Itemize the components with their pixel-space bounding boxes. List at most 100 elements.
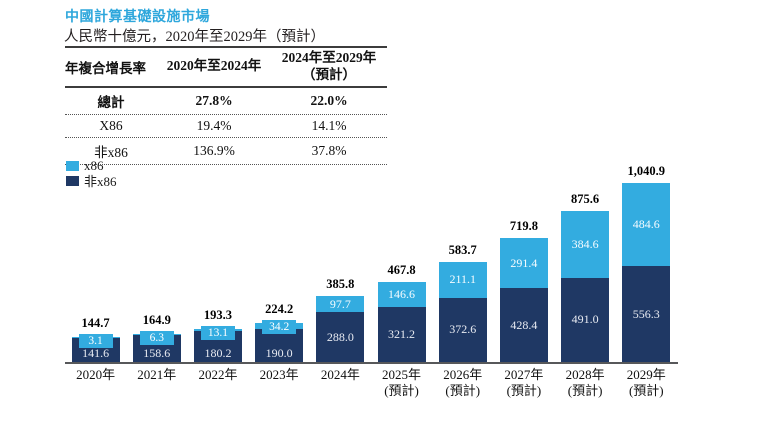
x-axis-forecast-tag: (預計) bbox=[506, 382, 542, 398]
table-row-x86: X86 19.4% 14.1% bbox=[65, 115, 387, 138]
x-axis-year: 2025年 bbox=[382, 367, 422, 382]
stacked-bar-2028年: 384.6 491.0 bbox=[561, 211, 610, 362]
stacked-bar-chart: 144.7 141.6 3.1 164.9 158.6 6.3 193.3 180.2 13.1… bbox=[65, 160, 677, 362]
non-x86-value-label: 491.0 bbox=[571, 312, 599, 327]
x-axis-label-2021年: 2021年 bbox=[126, 367, 187, 398]
x86-value-chip: 3.1 bbox=[78, 333, 113, 348]
chart-legend: x86 非x86 bbox=[66, 158, 117, 189]
bar-group-2026年: 583.7 211.1 372.6 bbox=[432, 243, 493, 362]
x86-value-chip: 6.3 bbox=[139, 330, 174, 345]
row-label: X86 bbox=[99, 117, 123, 133]
non-x86-value-label: 141.6 bbox=[82, 346, 110, 360]
x86-value-label: 146.6 bbox=[388, 286, 416, 301]
bar-group-2022年: 193.3 180.2 13.1 bbox=[187, 308, 248, 362]
stacked-bar-2027年: 291.4 428.4 bbox=[499, 238, 548, 362]
non-x86-value-label: 158.6 bbox=[143, 346, 171, 360]
x86-segment: 384.6 bbox=[561, 211, 610, 278]
non-x86-segment: 556.3 bbox=[622, 266, 671, 362]
legend-item-x86: x86 bbox=[66, 158, 117, 173]
row-label: 非x86 bbox=[94, 144, 128, 160]
cagr-table-header: 年複合增長率 2020年至2024年 2024年至2029年 （預計） bbox=[65, 48, 387, 88]
cagr-header-2020-2024: 2020年至2024年 bbox=[166, 58, 262, 74]
non-x86-color-swatch bbox=[66, 175, 79, 186]
x-axis-year: 2028年 bbox=[565, 367, 605, 382]
x86-color-swatch bbox=[66, 160, 79, 171]
x-axis-forecast-tag: (預計) bbox=[628, 382, 664, 398]
x86-segment: 484.6 bbox=[622, 182, 671, 267]
row-cagr-2020-2024: 136.9% bbox=[193, 142, 235, 158]
x-axis-labels: 2020年 2021年 2022年 2023年 2024年 2025年 (預計) 2026年(… bbox=[65, 367, 677, 398]
non-x86-value-label: 321.2 bbox=[388, 326, 416, 341]
table-row-total: 總計 27.8% 22.0% bbox=[65, 88, 387, 115]
cagr-header-2024-2029-line2: （預計） bbox=[302, 66, 356, 82]
x-axis-year: 2027年 bbox=[504, 367, 544, 382]
x86-segment: 146.6 bbox=[377, 281, 426, 307]
x-axis-year: 2023年 bbox=[259, 367, 299, 382]
x-axis-year: 2021年 bbox=[137, 367, 177, 382]
stacked-bar-2024年: 97.7 288.0 bbox=[316, 295, 365, 362]
x-axis-label-2022年: 2022年 bbox=[187, 367, 248, 398]
total-value-label: 875.6 bbox=[571, 192, 600, 207]
non-x86-value-label: 190.0 bbox=[265, 346, 293, 360]
x-axis-year: 2024年 bbox=[320, 367, 360, 382]
row-label: 總計 bbox=[97, 94, 125, 110]
stacked-bar-2029年: 484.6 556.3 bbox=[622, 182, 671, 362]
chart-title: 中國計算基礎設施市場 bbox=[65, 8, 210, 24]
bar-group-2028年: 875.6 384.6 491.0 bbox=[555, 192, 616, 362]
x-axis-forecast-tag: (預計) bbox=[384, 382, 419, 398]
chart-subtitle: 人民幣十億元，2020年至2029年（預計） bbox=[64, 29, 325, 45]
total-value-label: 193.3 bbox=[203, 307, 233, 322]
bar-group-2027年: 719.8 291.4 428.4 bbox=[493, 219, 554, 362]
non-x86-value-label: 428.4 bbox=[510, 317, 538, 332]
x86-value-label: 384.6 bbox=[571, 236, 599, 251]
stacked-bar-2023年: 190.0 34.2 bbox=[255, 320, 304, 362]
non-x86-segment: 321.2 bbox=[377, 306, 426, 362]
legend-label-x86: x86 bbox=[84, 157, 104, 173]
non-x86-segment: 491.0 bbox=[561, 277, 610, 362]
x86-segment: 211.1 bbox=[438, 261, 487, 298]
total-value-label: 719.8 bbox=[509, 219, 538, 234]
x-axis-year: 2022年 bbox=[198, 367, 238, 382]
x86-value-label: 291.4 bbox=[510, 255, 538, 270]
x86-value-label: 97.7 bbox=[329, 296, 351, 311]
bar-group-2025年: 467.8 146.6 321.2 bbox=[371, 263, 432, 362]
x-axis-label-2023年: 2023年 bbox=[249, 367, 310, 398]
x-axis-year: 2029年 bbox=[626, 367, 666, 382]
stacked-bar-2026年: 211.1 372.6 bbox=[438, 261, 487, 362]
non-x86-segment: 190.0 bbox=[255, 329, 304, 362]
x-axis-label-2024年: 2024年 bbox=[310, 367, 371, 398]
bar-group-2020年: 144.7 141.6 3.1 bbox=[65, 316, 126, 362]
non-x86-segment: 372.6 bbox=[438, 297, 487, 362]
row-cagr-2020-2024: 19.4% bbox=[196, 117, 232, 133]
x86-value-label: 484.6 bbox=[632, 217, 660, 232]
x-axis-label-2028年: 2028年 (預計) bbox=[555, 367, 616, 398]
non-x86-segment: 428.4 bbox=[499, 288, 548, 362]
stacked-bar-2025年: 146.6 321.2 bbox=[377, 281, 426, 362]
row-cagr-2020-2024: 27.8% bbox=[195, 92, 233, 108]
legend-label-non-x86: 非x86 bbox=[84, 174, 117, 189]
x86-value-chip: 13.1 bbox=[200, 325, 235, 340]
total-value-label: 164.9 bbox=[142, 312, 171, 327]
bar-group-2024年: 385.8 97.7 288.0 bbox=[310, 277, 371, 362]
x-axis-forecast-tag: (預計) bbox=[567, 382, 603, 398]
x-axis-label-2025年: 2025年 (預計) bbox=[371, 367, 432, 398]
row-cagr-2024-2029: 14.1% bbox=[311, 117, 347, 133]
cagr-header-2024-2029: 2024年至2029年 （預計） bbox=[271, 50, 387, 84]
stacked-bar-2021年: 158.6 6.3 bbox=[132, 330, 181, 362]
x86-value-label: 211.1 bbox=[449, 272, 476, 287]
x-axis-forecast-tag: (預計) bbox=[445, 382, 481, 398]
bar-group-2029年: 1,040.9 484.6 556.3 bbox=[616, 164, 677, 362]
non-x86-value-label: 372.6 bbox=[449, 322, 477, 337]
total-value-label: 583.7 bbox=[448, 242, 477, 257]
stacked-bar-2022年: 180.2 13.1 bbox=[193, 325, 242, 362]
x-axis-year: 2020年 bbox=[76, 367, 116, 382]
total-value-label: 144.7 bbox=[81, 315, 110, 330]
cagr-header-metric: 年複合增長率 bbox=[65, 60, 146, 76]
table-row-non-x86: 非x86 136.9% 37.8% bbox=[65, 138, 387, 165]
stacked-bar-2020年: 141.6 3.1 bbox=[71, 333, 120, 362]
non-x86-value-label: 180.2 bbox=[204, 346, 232, 360]
x86-value-chip: 34.2 bbox=[262, 320, 297, 335]
x-axis-year: 2026年 bbox=[443, 367, 483, 382]
x-axis-label-2026年: 2026年 (預計) bbox=[432, 367, 493, 398]
